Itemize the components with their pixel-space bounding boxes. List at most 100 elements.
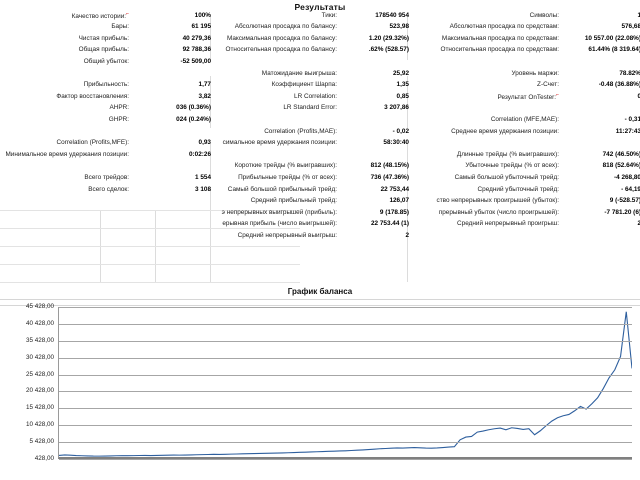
stats-value: 1 <box>637 11 640 19</box>
stats-row: Максимальная просадка по балансу: 1.20 (2… <box>212 33 410 45</box>
grid-separator <box>0 246 300 247</box>
stats-label: Фактор восстановления: <box>56 92 129 100</box>
chart-gridline <box>59 408 632 410</box>
stats-label: Общая прибыль: <box>78 46 129 54</box>
y-axis-tick-label: 428,00 <box>34 455 54 462</box>
stats-label: Матожидание выигрыша: <box>261 69 337 77</box>
stats-row: Бары: 61 195 <box>0 22 212 34</box>
grid-separator <box>0 228 300 229</box>
stats-value: 3,82 <box>198 92 211 100</box>
stats-value: 61 195 <box>191 23 211 31</box>
stats-value: 40 279,36 <box>182 34 211 42</box>
stats-label: Уровень маржи: <box>511 69 559 77</box>
stats-label: GHPR: <box>108 115 129 123</box>
stats-spacer-row <box>408 56 640 68</box>
stats-value: 25,92 <box>393 69 409 77</box>
stats-row: Максимальная просадка по средствам: 10 55… <box>408 33 640 45</box>
stats-label: прерывный убыток (число проигрышей): <box>438 208 559 216</box>
stats-label: Общий убыток: <box>83 57 129 65</box>
stats-value: 1.20 (29.32%) <box>368 34 409 42</box>
stats-value: 61.44% (8 319.64) <box>588 46 640 54</box>
stats-label: Прибыльные трейды (% от всех): <box>238 173 337 181</box>
stats-label: Чистая прибыль: <box>78 34 129 42</box>
chart-top-rule <box>0 299 640 300</box>
stats-row: Тики: 178540 954 <box>212 10 410 22</box>
chart-gridline <box>59 357 632 359</box>
chart-plot-area <box>58 307 632 460</box>
stats-row: Всего сделок: 3 108 <box>0 184 212 196</box>
stats-row: Матожидание выигрыша: 25,92 <box>212 68 410 80</box>
stats-row: Общая прибыль: 92 788,36 <box>0 45 212 57</box>
stats-row: э непрерывных выигрышей (прибыль): 9 (178… <box>212 207 410 219</box>
grid-separator <box>407 190 408 282</box>
y-axis-tick-label: 30 428,00 <box>25 353 54 361</box>
grid-separator <box>407 144 408 174</box>
chart-gridline <box>59 442 632 444</box>
y-axis-tick-label: 35 428,00 <box>25 336 54 344</box>
y-axis-tick-label: 20 428,00 <box>25 387 54 395</box>
stats-row: Correlation (Profits,MAE): - 0,02 <box>212 126 410 138</box>
y-axis-tick-label: 10 428,00 <box>25 421 54 429</box>
stats-row: ерывная прибыль (число выигрышей): 22 753… <box>212 219 410 231</box>
stats-value: 9 (-528.57) <box>609 197 640 205</box>
stats-row: LR Correlation: 0,85 <box>212 91 410 103</box>
stats-label: Качество истории:⌐ <box>71 10 129 20</box>
stats-value: -7 781.20 (6) <box>604 208 640 216</box>
stats-row: Средний непрерывный проигрыш: 2 <box>408 219 640 231</box>
stats-value: 126,07 <box>389 197 409 205</box>
stats-value: - 64,19 <box>621 185 640 193</box>
stats-label: Среднее время удержания позиции: <box>451 127 559 135</box>
stats-row: AHPR: 036 (0.36%) <box>0 103 212 115</box>
grid-separator <box>0 264 300 265</box>
grid-separator <box>210 144 211 174</box>
stats-label: Correlation (Profits,MFE): <box>56 139 129 147</box>
stats-value: 178540 954 <box>375 11 409 19</box>
stats-value: 024 (0.24%) <box>176 115 211 123</box>
stats-label: Z-Счет: <box>537 81 559 89</box>
stats-row: Качество истории:⌐ 100% <box>0 10 212 22</box>
stats-row: Средний убыточный трейд: - 64,19 <box>408 184 640 196</box>
stats-value: 818 (52.64%) <box>602 162 640 170</box>
stats-value: 22 753,44 <box>380 185 409 193</box>
stats-label: Максимальная просадка по средствам: <box>441 34 559 42</box>
stats-value: 78.82% <box>619 69 640 77</box>
stats-label: Тики: <box>321 11 337 19</box>
stats-row: Средний непрерывный выигрыш: 2 <box>212 230 410 242</box>
stats-column-2: Тики: 178540 954 Абсолютная просадка по ба… <box>212 10 410 242</box>
stats-row: LR Standard Error: 3 207,86 <box>212 103 410 115</box>
chart-gridline <box>59 391 632 393</box>
chart-title: График баланса <box>287 287 353 296</box>
chart-gridline <box>59 340 632 342</box>
stats-value: 9 (178.85) <box>379 208 409 216</box>
stats-row: Correlation (Profits,MFE): 0,93 <box>0 138 212 150</box>
stats-value: -4 268,80 <box>613 173 640 181</box>
grid-separator <box>407 76 408 128</box>
stats-row: Прибыльность: 1,77 <box>0 80 212 92</box>
stats-label: Средний непрерывный проигрыш: <box>457 220 559 228</box>
chart-gridline <box>59 323 632 325</box>
stats-value: 576,68 <box>621 23 640 31</box>
stats-value: 3 207,86 <box>384 104 409 112</box>
stats-value: .62% (528.57) <box>368 46 409 54</box>
stats-row: Длинные трейды (% выигравших): 742 (46.50… <box>408 149 640 161</box>
stats-body-2: Тики: 178540 954 Абсолютная просадка по ба… <box>212 10 410 242</box>
stats-label: симальное время удержания позиции: <box>222 139 337 147</box>
stats-label: Correlation (MFE,MAE): <box>490 115 559 123</box>
stats-value: 812 (48.15%) <box>370 162 409 170</box>
stats-value: 2 <box>405 231 409 239</box>
stats-spacer-row <box>408 103 640 115</box>
stats-label: Бары: <box>111 23 129 31</box>
stats-value: - 0,02 <box>392 127 409 135</box>
y-axis-tick-label: 5 428,00 <box>29 438 54 446</box>
stats-value: -52 509,00 <box>180 57 211 65</box>
stats-row: Короткие трейды (% выигравших): 812 (48.1… <box>212 161 410 173</box>
stats-value: 036 (0.36%) <box>176 104 211 112</box>
y-axis-tick-label: 15 428,00 <box>25 404 54 412</box>
stats-label: Всего сделок: <box>88 185 129 193</box>
stats-label: Средний убыточный трейд: <box>477 185 559 193</box>
stats-row: прерывный убыток (число проигрышей): -7 7… <box>408 207 640 219</box>
chart-gridline <box>59 374 632 376</box>
stats-label: Убыточные трейды (% от всех): <box>465 162 559 170</box>
stats-value: 523,98 <box>389 23 409 31</box>
